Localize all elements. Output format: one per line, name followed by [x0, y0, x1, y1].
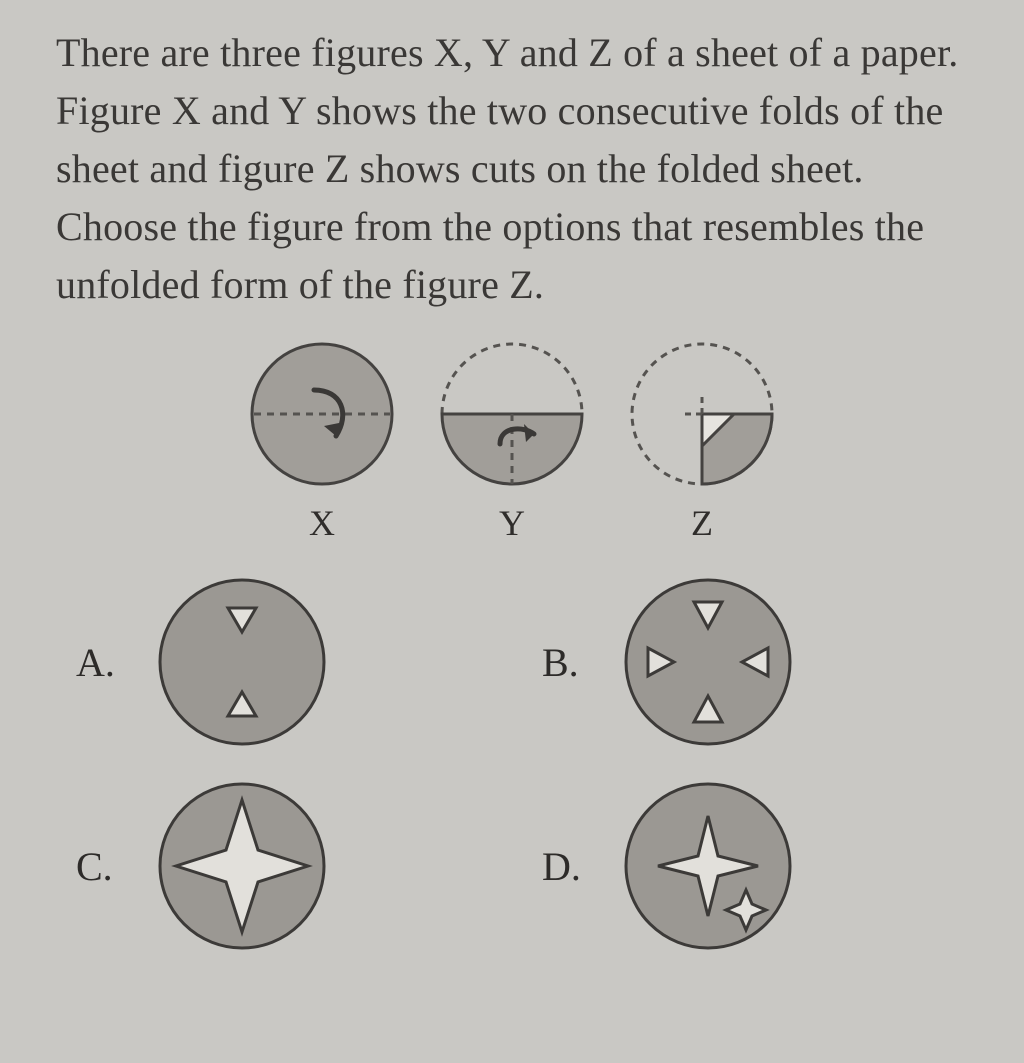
question-text: There are three figures X, Y and Z of a … — [56, 24, 968, 314]
option-a-svg — [152, 572, 332, 752]
option-d[interactable]: D. — [542, 776, 948, 956]
option-d-svg — [618, 776, 798, 956]
figure-y-label: Y — [499, 502, 525, 544]
option-b[interactable]: B. — [542, 572, 948, 752]
option-c-svg — [152, 776, 332, 956]
figure-y-svg — [432, 334, 592, 494]
option-a[interactable]: A. — [76, 572, 482, 752]
figure-x-svg — [242, 334, 402, 494]
option-a-label: A. — [76, 639, 124, 686]
figure-x-label: X — [309, 502, 335, 544]
figure-z: Z — [612, 334, 792, 544]
option-c-label: C. — [76, 843, 124, 890]
option-b-svg — [618, 572, 798, 752]
option-b-label: B. — [542, 639, 590, 686]
options-grid: A. B. C. D. — [56, 572, 968, 956]
figure-x: X — [232, 334, 412, 544]
fold-figures-row: X Y Z — [56, 334, 968, 544]
figure-z-svg — [622, 334, 782, 494]
figure-y: Y — [422, 334, 602, 544]
figure-z-label: Z — [691, 502, 713, 544]
option-c[interactable]: C. — [76, 776, 482, 956]
option-d-label: D. — [542, 843, 590, 890]
